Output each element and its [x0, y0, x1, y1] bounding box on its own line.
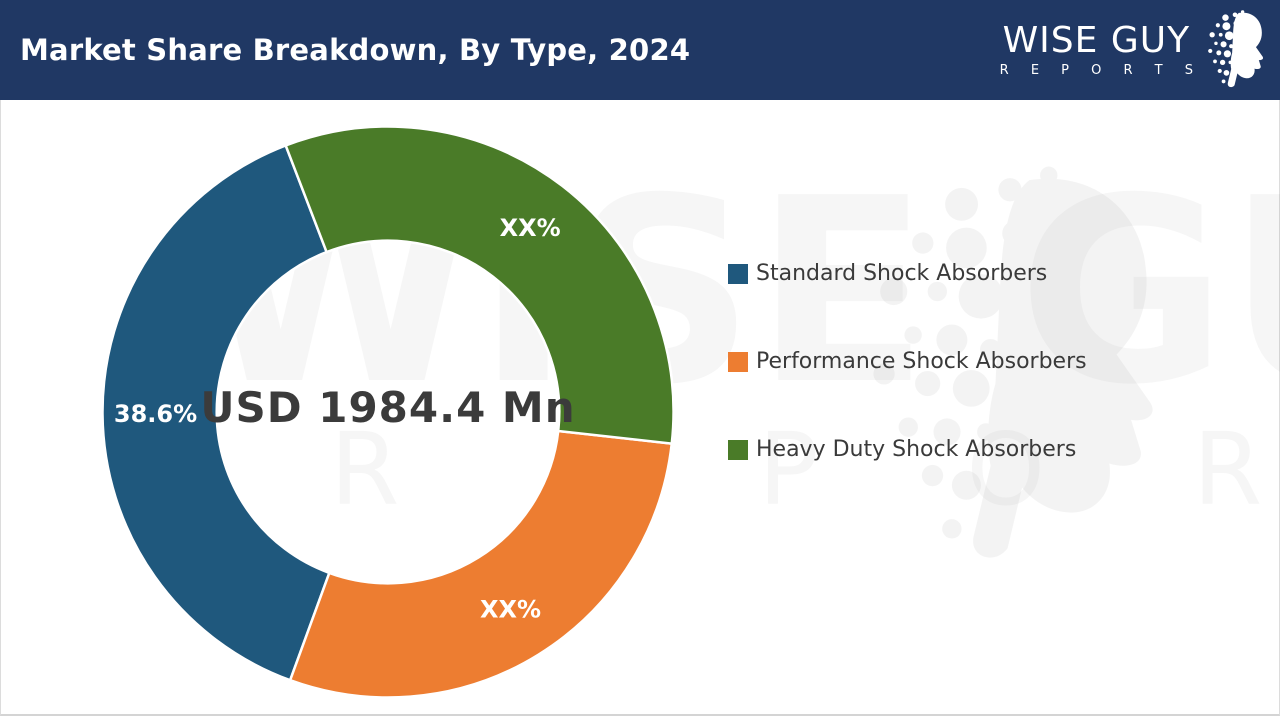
- header-bar: Market Share Breakdown, By Type, 2024 WI…: [0, 0, 1280, 100]
- chart-center-value: USD 1984.4 Mn: [200, 383, 576, 432]
- donut-segment: [288, 429, 673, 699]
- legend-item-performance: Performance Shock Absorbers: [728, 345, 1087, 379]
- legend-item-heavy-duty: Heavy Duty Shock Absorbers: [728, 433, 1087, 467]
- chart-legend: Standard Shock Absorbers Performance Sho…: [728, 257, 1087, 467]
- wise-guy-logo: WISE GUY R E P O R T S: [991, 10, 1280, 90]
- wise-guy-logo-text: WISE GUY R E P O R T S: [991, 19, 1202, 78]
- logo-wordmark: WISE GUY: [1002, 19, 1191, 61]
- legend-item-standard: Standard Shock Absorbers: [728, 257, 1087, 291]
- page-title: Market Share Breakdown, By Type, 2024: [20, 33, 691, 67]
- legend-label: Standard Shock Absorbers: [756, 260, 1048, 286]
- slice-percentage-label: 38.6%: [114, 400, 197, 428]
- legend-label: Performance Shock Absorbers: [756, 348, 1087, 374]
- logo-subtitle: R E P O R T S: [999, 62, 1202, 78]
- slice-percentage-label: XX%: [500, 214, 561, 242]
- donut-segment: [284, 125, 675, 445]
- donut-segment: [101, 144, 331, 682]
- legend-swatch-standard: [728, 264, 748, 284]
- donut-chart: 38.6% XX% XX%: [101, 125, 675, 699]
- legend-swatch-performance: [728, 352, 748, 372]
- legend-swatch-heavy-duty: [728, 440, 748, 460]
- slice-percentage-label: XX%: [480, 596, 541, 624]
- wise-guy-face-icon: [1208, 10, 1264, 88]
- legend-label: Heavy Duty Shock Absorbers: [756, 436, 1077, 462]
